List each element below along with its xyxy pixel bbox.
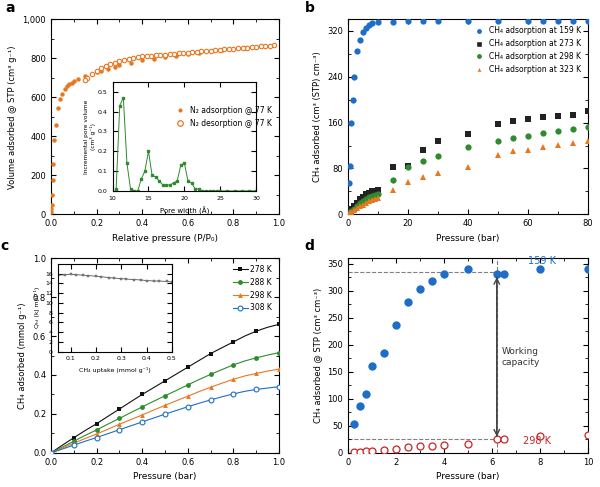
Legend: CH₄ adsorption at 159 K, CH₄ adsorption at 273 K, CH₄ adsorption at 298 K, CH₄ a: CH₄ adsorption at 159 K, CH₄ adsorption … — [469, 23, 584, 77]
Text: 159 K: 159 K — [528, 256, 556, 266]
Text: Working
capacity: Working capacity — [502, 347, 540, 367]
Legend: 278 K, 288 K, 298 K, 308 K: 278 K, 288 K, 298 K, 308 K — [230, 262, 275, 316]
Legend: N₂ adsorption @ 77 K, N₂ desorption @ 77 K: N₂ adsorption @ 77 K, N₂ desorption @ 77… — [169, 103, 275, 131]
X-axis label: Relative pressure (P/P₀): Relative pressure (P/P₀) — [112, 234, 218, 243]
Text: b: b — [305, 0, 314, 15]
Text: d: d — [305, 239, 314, 253]
X-axis label: Pressure (bar): Pressure (bar) — [133, 472, 197, 481]
Y-axis label: CH₄ adsorbed @ STP (cm³ cm⁻³): CH₄ adsorbed @ STP (cm³ cm⁻³) — [313, 288, 322, 423]
X-axis label: Pressure (bar): Pressure (bar) — [436, 234, 500, 243]
Text: c: c — [1, 239, 9, 253]
Y-axis label: CH₄ adsorbed (mmol g⁻¹): CH₄ adsorbed (mmol g⁻¹) — [19, 302, 28, 409]
Text: a: a — [5, 0, 15, 15]
Y-axis label: CH₄ adsorbed (cm³ (STP) cm⁻³): CH₄ adsorbed (cm³ (STP) cm⁻³) — [313, 52, 322, 182]
Y-axis label: Volume adsorbed @ STP (cm³ g⁻¹): Volume adsorbed @ STP (cm³ g⁻¹) — [8, 45, 17, 188]
X-axis label: Pressure (bar): Pressure (bar) — [436, 472, 500, 481]
Text: 298 K: 298 K — [523, 436, 551, 446]
